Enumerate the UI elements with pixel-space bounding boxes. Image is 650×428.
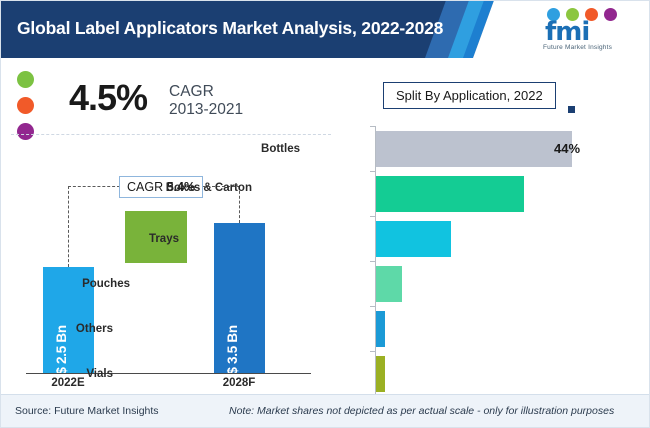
axis-tick — [370, 261, 375, 262]
footer-bar: Source: Future Market Insights Note: Mar… — [1, 394, 649, 427]
hero-cagr-value: 4.5% — [69, 77, 148, 118]
logo-dot-purple-icon — [604, 8, 617, 21]
hero-cagr-period: 2013-2021 — [169, 101, 244, 118]
hbar-row-others: Others — [76, 311, 385, 347]
fmi-logo: fmi Future Market Insights — [521, 6, 639, 54]
hbar-vials — [376, 356, 385, 392]
bar-2028f-category-label: 2028F — [222, 377, 256, 389]
axis-tick — [370, 171, 375, 172]
hero-cagr-label: CAGR — [169, 83, 214, 100]
hero-dot-orange-icon — [17, 97, 34, 114]
cagr-connector-right — [239, 186, 240, 223]
logo-dot-green-icon — [566, 8, 579, 21]
header-banner: Global Label Applicators Market Analysis… — [1, 1, 649, 58]
axis-tick — [370, 126, 375, 127]
hbar-others — [376, 311, 385, 347]
logo-tagline: Future Market Insights — [543, 44, 613, 51]
note-text: Note: Market shares not depicted as per … — [229, 405, 615, 417]
hbar-row-bottles: Bottles 44% — [261, 131, 580, 167]
hbar-pouches — [376, 266, 402, 302]
hbar-label-boxes-carton: Boxes & Carton — [165, 182, 252, 194]
hero-dot-purple-icon — [17, 123, 34, 140]
hbar-row-boxes-carton: Boxes & Carton — [166, 176, 524, 212]
bar-2022e-category-label: 2022E — [51, 377, 85, 389]
split-title-anchor — [568, 106, 575, 113]
hbar-label-bottles: Bottles — [261, 143, 300, 155]
market-size-bar-chart: CAGR 5.4% US$ 2.5 Bn US$ 3.5 Bn 2022E 20… — [1, 141, 331, 396]
cagr-callout-prefix: CAGR — [127, 180, 167, 194]
axis-tick — [370, 351, 375, 352]
hbar-row-pouches: Pouches — [82, 266, 402, 302]
cagr-connector-left — [68, 186, 69, 267]
source-text: Source: Future Market Insights — [15, 405, 159, 417]
section-divider — [11, 134, 331, 135]
hbar-bottles — [376, 131, 572, 167]
hbar-value-bottles: 44% — [554, 141, 581, 156]
hbar-boxes-carton — [376, 176, 524, 212]
hero-dot-group — [17, 71, 34, 149]
hbar-label-vials: Vials — [86, 368, 113, 380]
hero-dot-green-icon — [17, 71, 34, 88]
application-split-panel: Split By Application, 2022 Bottles 44% B… — [76, 61, 641, 397]
split-by-application-title: Split By Application, 2022 — [383, 82, 556, 109]
page-title: Global Label Applicators Market Analysis… — [17, 18, 444, 38]
logo-dot-orange-icon — [585, 8, 598, 21]
hbar-label-others: Others — [75, 323, 113, 335]
cagr-callout-value: 5.4% — [166, 180, 196, 194]
decorative-green-square — [125, 211, 187, 263]
hbar-row-trays: Trays — [149, 221, 451, 257]
hbar-trays — [376, 221, 451, 257]
horizontal-chart-axis — [375, 126, 376, 396]
hbar-label-trays: Trays — [148, 233, 179, 245]
bar-2022e: US$ 2.5 Bn — [43, 267, 94, 393]
cagr-connector-top-left — [68, 186, 120, 187]
hbar-row-vials: Vials — [86, 356, 385, 392]
bar-2028f: US$ 3.5 Bn — [214, 223, 265, 393]
axis-tick — [370, 216, 375, 217]
vertical-chart-axis — [26, 373, 311, 374]
cagr-connector-top-right — [197, 186, 240, 187]
hbar-label-pouches: Pouches — [82, 278, 130, 290]
logo-dot-blue-icon — [547, 8, 560, 21]
logo-wordmark: fmi — [545, 17, 590, 47]
cagr-callout: CAGR 5.4% — [119, 176, 204, 198]
axis-tick — [370, 306, 375, 307]
